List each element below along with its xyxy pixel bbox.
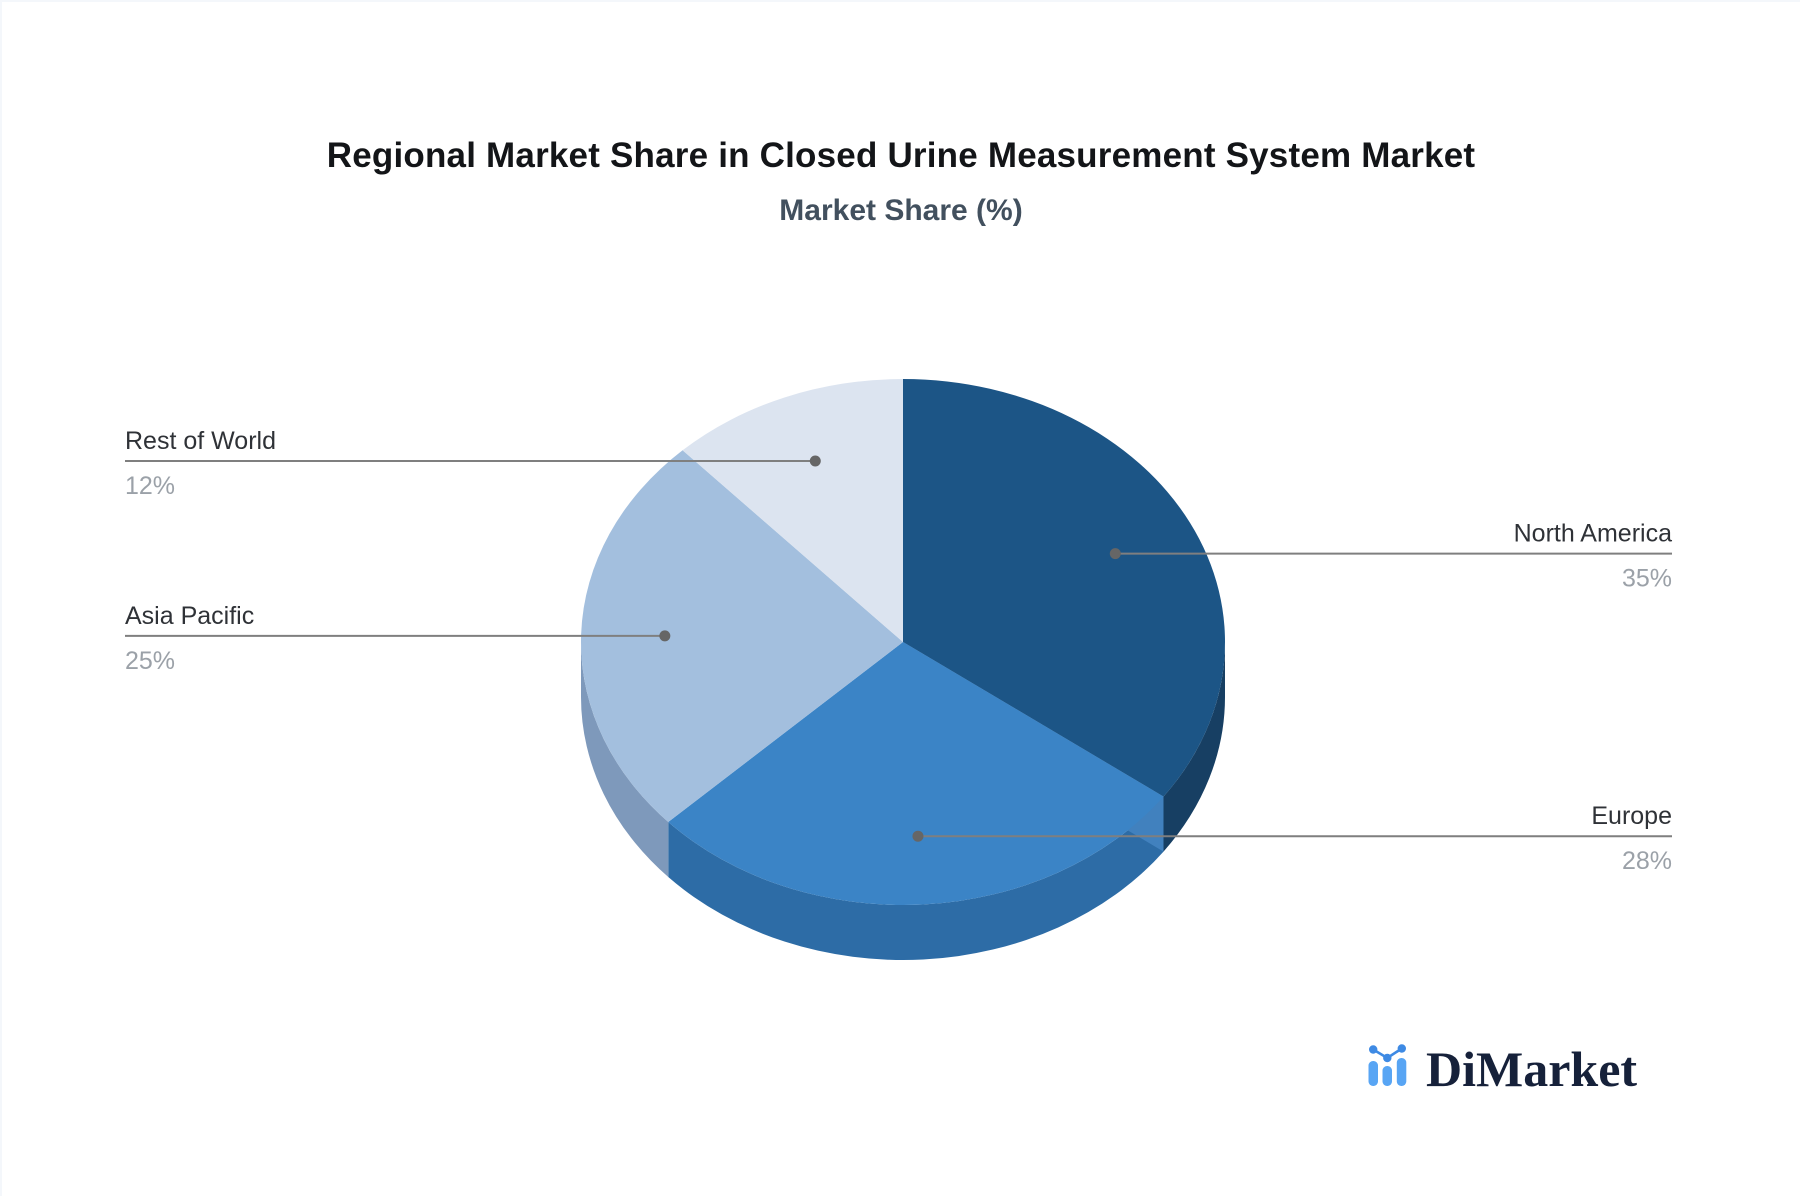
slice-label-rest-of-world: Rest of World bbox=[125, 427, 276, 455]
pie-slice-europe[interactable] bbox=[668, 642, 1164, 905]
slice-value-europe: 28% bbox=[1622, 847, 1672, 875]
pie-slice-asia-pacific[interactable] bbox=[580, 450, 903, 823]
leader-dot-north-america bbox=[1109, 548, 1121, 560]
slice-label-europe: Europe bbox=[1591, 802, 1672, 830]
pie-3d-sides bbox=[581, 642, 1225, 961]
leader-dot-asia-pacific bbox=[659, 630, 671, 642]
chart-title: Regional Market Share in Closed Urine Me… bbox=[326, 136, 1476, 175]
logo-text: DiMarket bbox=[1426, 1041, 1638, 1097]
pie-slice-north-america[interactable] bbox=[903, 379, 1225, 797]
pie-leader-lines bbox=[125, 455, 1672, 842]
pie-slice-rest-of-world[interactable] bbox=[682, 379, 903, 642]
slice-value-asia-pacific: 25% bbox=[125, 647, 175, 675]
slice-label-asia-pacific: Asia Pacific bbox=[125, 602, 254, 630]
leader-dot-rest-of-world bbox=[809, 455, 821, 467]
slice-value-rest-of-world: 12% bbox=[125, 472, 175, 500]
bar-line-chart-icon bbox=[1368, 1044, 1407, 1086]
pie-slices[interactable] bbox=[580, 379, 1225, 905]
pie-side-asia-pacific bbox=[581, 642, 669, 878]
pie-side-europe bbox=[668, 796, 1164, 961]
slice-value-north-america: 35% bbox=[1622, 565, 1672, 593]
leader-dot-europe bbox=[912, 830, 924, 842]
dimarket-logo: DiMarket bbox=[1368, 1044, 1637, 1094]
pie-side-north-america bbox=[1163, 642, 1225, 852]
slice-label-north-america: North America bbox=[1514, 520, 1672, 548]
chart-subtitle: Market Share (%) bbox=[779, 194, 1023, 227]
